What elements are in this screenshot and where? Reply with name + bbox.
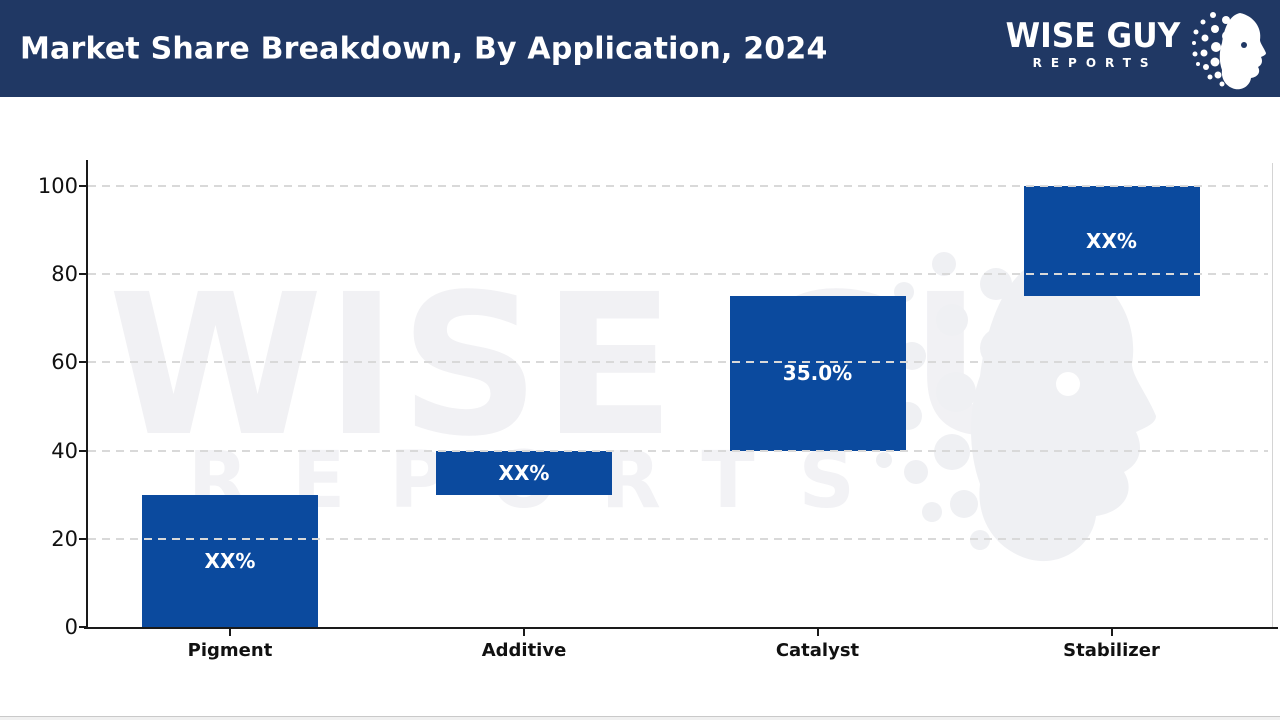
gridline-20 [88, 537, 1268, 540]
y-tick-label-0: 0 [64, 615, 78, 639]
gridline-80 [88, 273, 1268, 276]
x-label-pigment: Pigment [187, 640, 273, 661]
y-tick-100 [79, 185, 87, 187]
x-tick-additive [523, 629, 525, 636]
y-tick-label-60: 60 [51, 350, 78, 375]
y-tick-20 [79, 537, 87, 540]
brand-logo: WISE GUY REPORTS [1005, 5, 1270, 93]
y-tick-label-40: 40 [51, 438, 78, 463]
bar-additive: XX% [436, 450, 612, 495]
bar-value-label-stabilizer: XX% [1086, 229, 1137, 254]
brand-name: WISE GUY [1005, 16, 1181, 56]
gridline-40 [88, 449, 1268, 452]
x-axis-line [84, 627, 1278, 629]
bar-catalyst: 35.0% [729, 296, 906, 451]
footer-strip [0, 717, 1280, 720]
bar-value-label-pigment: XX% [204, 548, 256, 573]
x-label-catalyst: Catalyst [775, 640, 860, 661]
x-tick-stabilizer [1110, 629, 1113, 636]
wiseguy-head-icon [1192, 12, 1266, 90]
x-tick-catalyst [816, 629, 819, 636]
gridline-60 [88, 361, 1268, 364]
gridline-100 [88, 185, 1268, 187]
x-label-stabilizer: Stabilizer [1063, 640, 1160, 661]
x-tick-pigment [229, 629, 231, 636]
y-tick-0 [79, 626, 87, 628]
bar-value-label-additive: XX% [498, 460, 550, 485]
plot-right-border [1272, 163, 1273, 627]
footer-divider [0, 716, 1280, 717]
page-title: Market Share Breakdown, By Application, … [20, 31, 828, 66]
y-tick-40 [79, 449, 87, 452]
y-axis-line [86, 160, 88, 629]
header-bar: Market Share Breakdown, By Application, … [0, 0, 1280, 97]
bar-pigment: XX% [142, 494, 318, 627]
y-tick-label-80: 80 [51, 262, 78, 287]
bar-value-label-catalyst: 35.0% [782, 361, 853, 386]
bar-stabilizer: XX% [1023, 186, 1200, 297]
y-tick-60 [79, 361, 87, 364]
brand-subtitle: REPORTS [1032, 56, 1158, 70]
y-tick-label-20: 20 [51, 526, 78, 551]
brand-logo-text: WISE GUY REPORTS [998, 19, 1188, 70]
x-label-additive: Additive [481, 640, 567, 661]
y-tick-80 [79, 273, 87, 276]
y-tick-label-100: 100 [37, 174, 78, 198]
